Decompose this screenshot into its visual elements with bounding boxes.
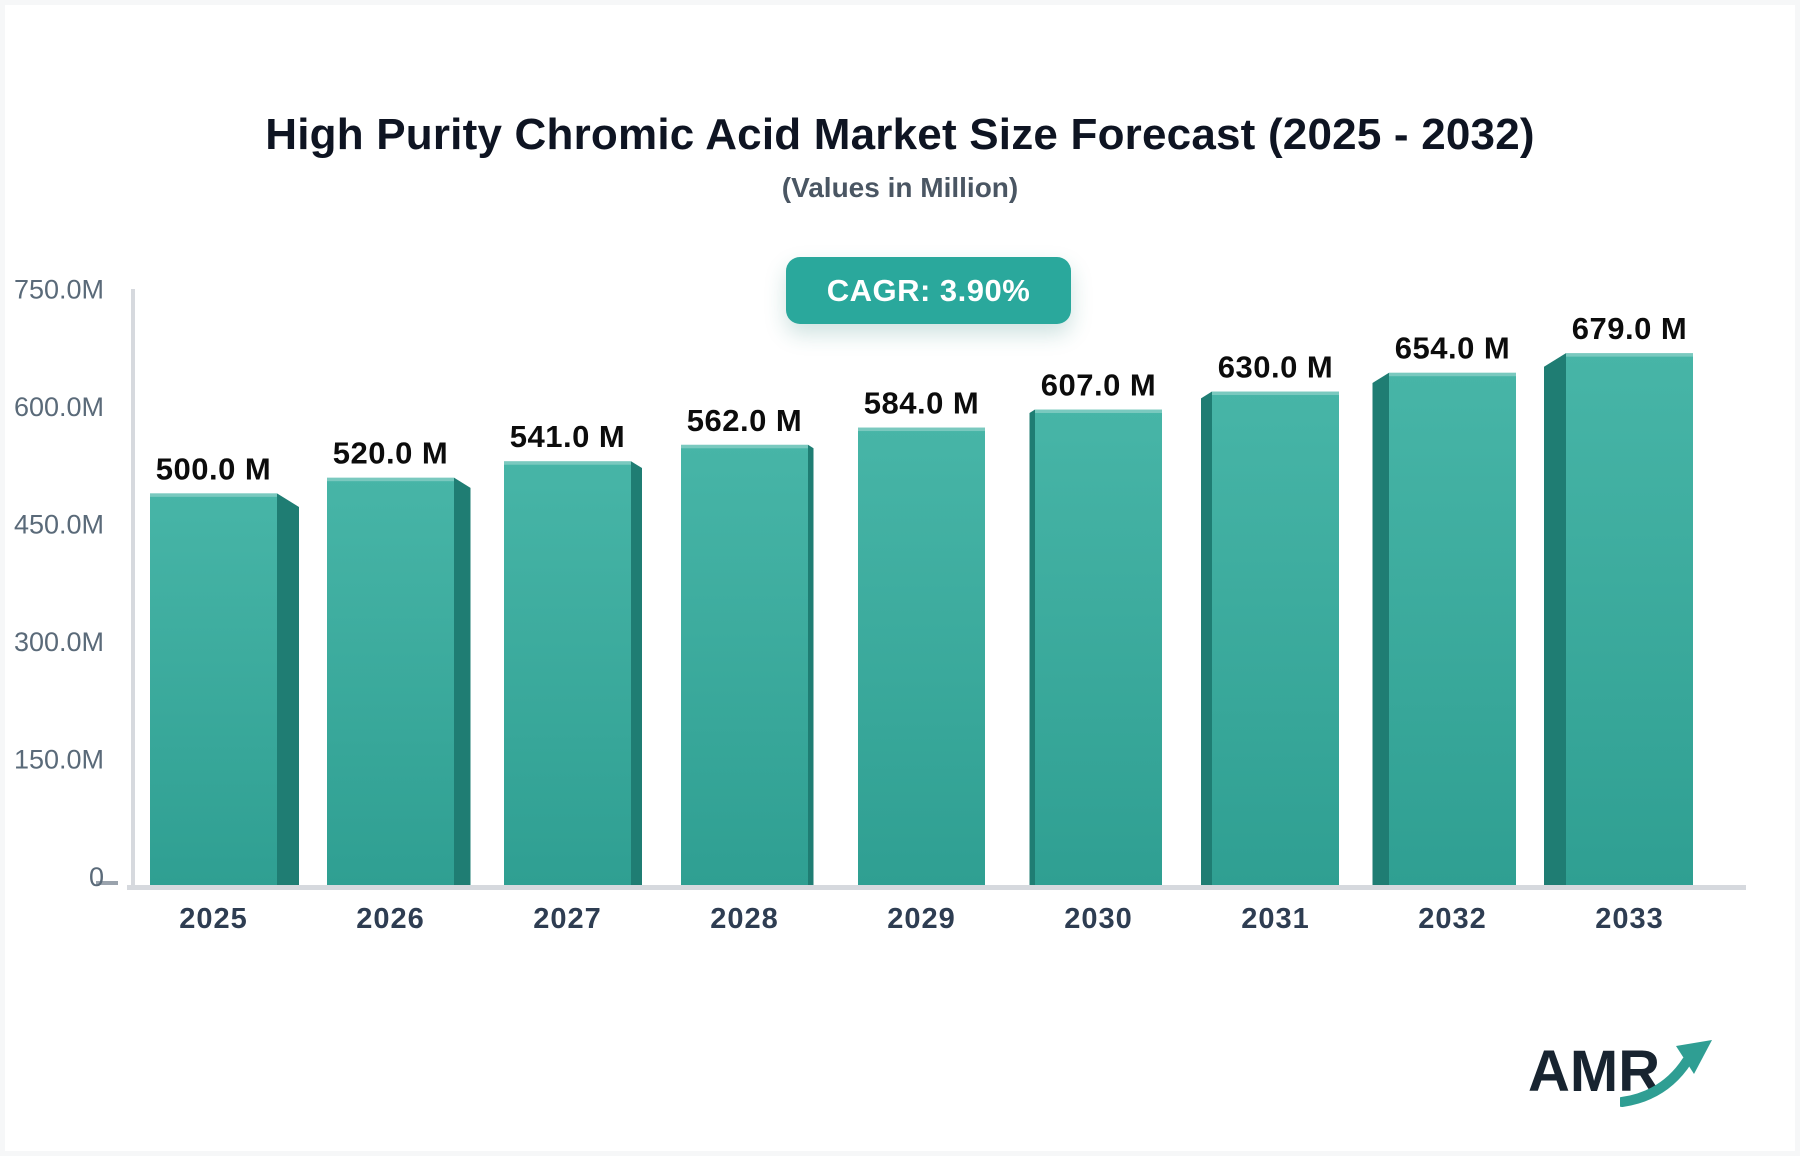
y-axis-line bbox=[131, 289, 135, 885]
value-label: 679.0 M bbox=[1572, 311, 1688, 346]
y-tick-label: 0 bbox=[89, 862, 104, 892]
bar-face bbox=[858, 427, 985, 885]
bar-face bbox=[327, 477, 454, 885]
chart-subtitle: (Values in Million) bbox=[781, 172, 1019, 203]
category-label: 2027 bbox=[533, 903, 602, 935]
bar-face bbox=[504, 461, 631, 885]
value-label: 562.0 M bbox=[687, 403, 803, 438]
y-tick-label: 450.0M bbox=[14, 510, 104, 540]
amr-logo-text: AMR bbox=[1528, 1039, 1661, 1104]
amr-logo: AMR bbox=[1528, 1032, 1718, 1116]
bar-side bbox=[454, 477, 471, 885]
bar-top-edge bbox=[1389, 372, 1516, 377]
bar-face bbox=[1212, 391, 1339, 885]
category-label: 2029 bbox=[887, 903, 956, 935]
category-label: 2032 bbox=[1418, 903, 1487, 935]
cagr-badge: CAGR: 3.90% bbox=[786, 257, 1071, 324]
y-tick-label: 300.0M bbox=[14, 627, 104, 657]
bar-top-edge bbox=[1566, 353, 1693, 357]
bar-side bbox=[631, 461, 642, 885]
value-label: 607.0 M bbox=[1041, 368, 1157, 403]
bar-top-edge bbox=[327, 477, 454, 482]
category-label: 2033 bbox=[1595, 903, 1664, 935]
bar-top-edge bbox=[150, 493, 277, 497]
value-label: 541.0 M bbox=[510, 419, 626, 454]
bar-side bbox=[277, 493, 299, 885]
bar-face bbox=[1389, 372, 1516, 885]
category-label: 2025 bbox=[179, 903, 248, 935]
value-label: 520.0 M bbox=[333, 436, 449, 471]
y-tick-label: 600.0M bbox=[14, 392, 104, 422]
zero-tick-mark bbox=[96, 881, 118, 885]
bar-side bbox=[808, 444, 814, 885]
bar-top-edge bbox=[681, 444, 808, 449]
bar-face bbox=[150, 493, 277, 885]
chart-title: High Purity Chromic Acid Market Size For… bbox=[265, 110, 1535, 159]
x-axis-line bbox=[127, 885, 1746, 890]
bar-side bbox=[1372, 372, 1389, 885]
bar-side bbox=[1029, 409, 1035, 885]
bar-face bbox=[1566, 353, 1693, 886]
bar-top-edge bbox=[504, 461, 631, 465]
y-tick-label: 750.0M bbox=[14, 275, 104, 305]
category-label: 2026 bbox=[356, 903, 425, 935]
bar-side bbox=[1201, 391, 1212, 885]
bar-top-edge bbox=[1212, 391, 1339, 396]
value-label: 500.0 M bbox=[156, 451, 272, 486]
category-label: 2031 bbox=[1241, 903, 1310, 935]
bar-face bbox=[681, 444, 808, 885]
bar-side bbox=[1544, 353, 1566, 886]
bar-top-edge bbox=[1035, 409, 1162, 414]
category-label: 2030 bbox=[1064, 903, 1133, 935]
bar-face bbox=[1035, 409, 1162, 885]
growth-arrow-icon bbox=[1620, 1040, 1712, 1107]
value-label: 654.0 M bbox=[1395, 331, 1511, 366]
bar-top-edge bbox=[858, 427, 985, 432]
value-label: 630.0 M bbox=[1218, 350, 1334, 385]
y-tick-label: 150.0M bbox=[14, 745, 104, 775]
category-label: 2028 bbox=[710, 903, 779, 935]
value-label: 584.0 M bbox=[864, 386, 980, 421]
